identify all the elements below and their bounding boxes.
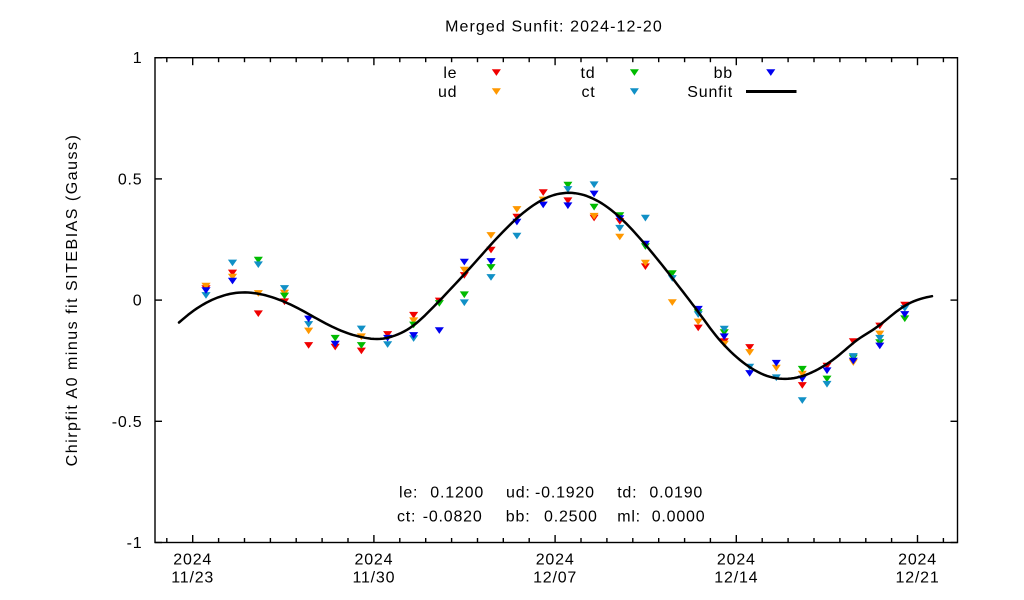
svg-text:12/07: 12/07: [533, 570, 577, 587]
svg-text:11/23: 11/23: [171, 570, 214, 587]
svg-text:2024: 2024: [355, 552, 394, 569]
svg-text:2024: 2024: [536, 552, 575, 569]
svg-text:-0.0820: -0.0820: [423, 509, 483, 526]
svg-text:td:: td:: [617, 485, 637, 502]
svg-text:0.0190: 0.0190: [649, 485, 703, 502]
svg-text:ud:: ud:: [506, 485, 531, 502]
svg-text:0.2500: 0.2500: [544, 509, 598, 526]
svg-text:12/14: 12/14: [714, 570, 758, 587]
svg-text:bb: bb: [714, 65, 733, 82]
svg-text:le: le: [443, 65, 457, 82]
svg-text:bb:: bb:: [506, 509, 531, 526]
svg-text:0.0000: 0.0000: [652, 509, 706, 526]
svg-text:2024: 2024: [173, 552, 212, 569]
svg-text:ct:: ct:: [397, 509, 416, 526]
svg-text:0.5: 0.5: [118, 171, 143, 188]
svg-text:le:: le:: [399, 485, 418, 502]
svg-text:1: 1: [133, 50, 143, 67]
svg-text:ml:: ml:: [617, 509, 641, 526]
svg-text:-1: -1: [127, 535, 143, 552]
svg-text:ud: ud: [438, 84, 457, 101]
svg-text:2024: 2024: [898, 552, 937, 569]
svg-text:11/30: 11/30: [352, 570, 395, 587]
svg-text:0.1200: 0.1200: [430, 485, 484, 502]
svg-text:-0.5: -0.5: [112, 414, 143, 431]
svg-text:12/21: 12/21: [896, 570, 940, 587]
svg-text:Sunfit: Sunfit: [687, 84, 733, 101]
svg-text:Chirpfit A0 minus fit SITEBIAS: Chirpfit A0 minus fit SITEBIAS (Gauss): [64, 134, 81, 467]
svg-text:-0.1920: -0.1920: [535, 485, 595, 502]
svg-text:Merged Sunfit: 2024-12-20: Merged Sunfit: 2024-12-20: [445, 19, 663, 36]
svg-text:ct: ct: [581, 84, 595, 101]
svg-text:2024: 2024: [717, 552, 756, 569]
svg-text:0: 0: [133, 293, 143, 310]
svg-text:td: td: [581, 65, 596, 82]
